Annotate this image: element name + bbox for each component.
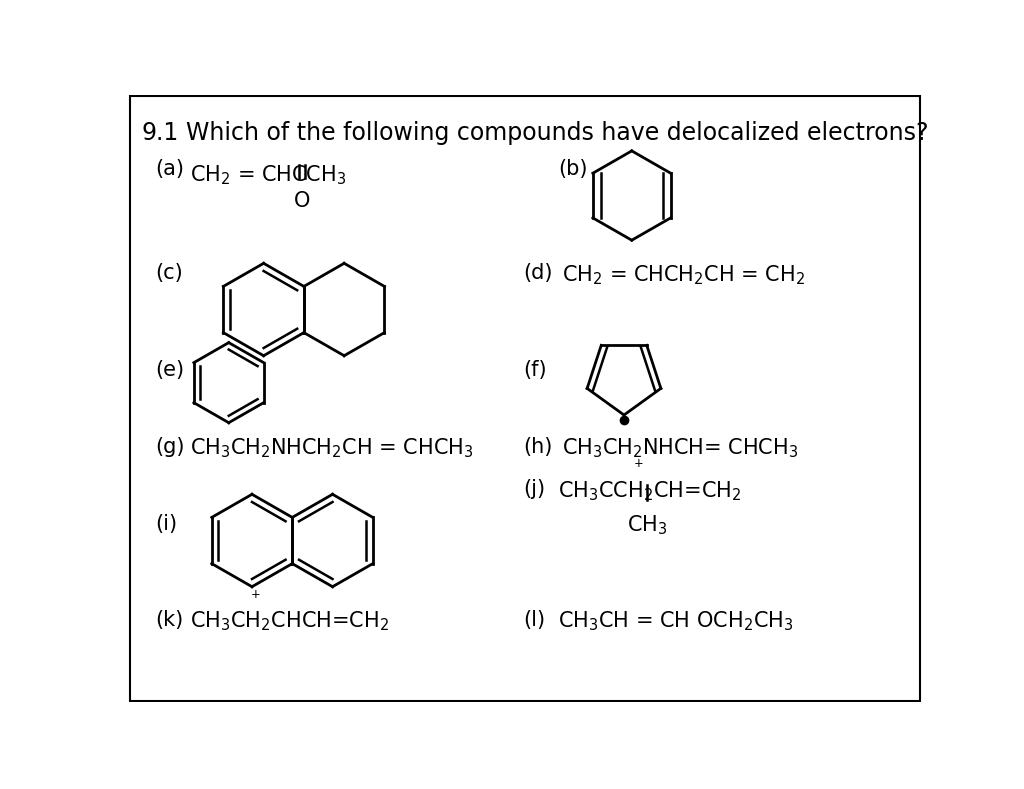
Text: CH$_3$CH = CH OCH$_2$CH$_3$: CH$_3$CH = CH OCH$_2$CH$_3$ [558,610,794,634]
Text: 9.1: 9.1 [142,121,179,145]
Text: Which of the following compounds have delocalized electrons?: Which of the following compounds have de… [186,121,929,145]
Text: (h): (h) [523,436,553,457]
Text: (l): (l) [523,610,546,630]
Text: $^+$: $^+$ [248,589,261,607]
Text: (j): (j) [523,479,546,499]
Text: CH$_2$ = CHCCH$_3$: CH$_2$ = CHCCH$_3$ [190,163,346,187]
Text: CH$_3$CH$_2$NHCH$_2$CH = CHCH$_3$: CH$_3$CH$_2$NHCH$_2$CH = CHCH$_3$ [190,436,473,460]
Text: (c): (c) [155,264,183,283]
Text: (a): (a) [155,159,184,178]
Text: (e): (e) [155,360,184,380]
Text: CH$_3$CH$_2$NHCH= CHCH$_3$: CH$_3$CH$_2$NHCH= CHCH$_3$ [562,436,799,460]
Text: $^+$: $^+$ [631,458,644,475]
Text: O: O [294,191,310,211]
Text: (d): (d) [523,264,553,283]
Text: CH$_2$ = CHCH$_2$CH = CH$_2$: CH$_2$ = CHCH$_2$CH = CH$_2$ [562,264,805,287]
Text: (i): (i) [155,514,177,533]
Text: (f): (f) [523,360,547,380]
Text: CH$_3$CCH$_2$CH=CH$_2$: CH$_3$CCH$_2$CH=CH$_2$ [558,479,741,503]
Text: (b): (b) [558,159,588,178]
Text: CH$_3$CH$_2$CHCH=CH$_2$: CH$_3$CH$_2$CHCH=CH$_2$ [190,610,389,634]
Text: CH$_3$: CH$_3$ [627,514,668,537]
Text: (k): (k) [155,610,183,630]
Text: (g): (g) [155,436,184,457]
